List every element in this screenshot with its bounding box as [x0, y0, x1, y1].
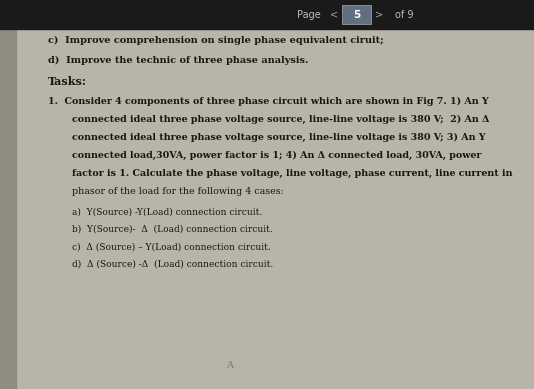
Text: <: < — [329, 10, 338, 19]
Text: b)  Y(Source)-  Δ  (Load) connection circuit.: b) Y(Source)- Δ (Load) connection circui… — [72, 225, 273, 234]
Text: a)  Y(Source) -Y(Load) connection circuit.: a) Y(Source) -Y(Load) connection circuit… — [72, 207, 262, 217]
Text: of 9: of 9 — [395, 10, 414, 19]
Bar — [0, 0, 534, 29]
Text: connected ideal three phase voltage source, line-line voltage is 380 V; 3) An Y: connected ideal three phase voltage sour… — [72, 133, 486, 142]
Text: factor is 1. Calculate the phase voltage, line voltage, phase current, line curr: factor is 1. Calculate the phase voltage… — [72, 169, 513, 178]
Text: d)  Δ (Source) -Δ  (Load) connection circuit.: d) Δ (Source) -Δ (Load) connection circu… — [72, 260, 273, 269]
Text: c)  Improve comprehension on single phase equivalent ciruit;: c) Improve comprehension on single phase… — [48, 36, 384, 46]
Text: Tasks:: Tasks: — [48, 76, 87, 87]
Text: connected ideal three phase voltage source, line-line voltage is 380 V;  2) An Δ: connected ideal three phase voltage sour… — [72, 115, 490, 124]
Text: c)  Δ (Source) – Y(Load) connection circuit.: c) Δ (Source) – Y(Load) connection circu… — [72, 242, 271, 252]
FancyBboxPatch shape — [342, 5, 371, 25]
Text: d)  Improve the technic of three phase analysis.: d) Improve the technic of three phase an… — [48, 56, 309, 65]
Text: 5: 5 — [353, 10, 360, 19]
Text: >: > — [375, 10, 383, 19]
Text: connected load,30VA, power factor is 1; 4) An Δ connected load, 30VA, power: connected load,30VA, power factor is 1; … — [72, 151, 482, 160]
Text: Page: Page — [297, 10, 320, 19]
Text: A: A — [226, 361, 233, 370]
Text: phasor of the load for the following 4 cases:: phasor of the load for the following 4 c… — [72, 187, 284, 196]
Text: 1.  Consider 4 components of three phase circuit which are shown in Fig 7. 1) An: 1. Consider 4 components of three phase … — [48, 97, 489, 107]
Bar — [0, 29, 16, 389]
